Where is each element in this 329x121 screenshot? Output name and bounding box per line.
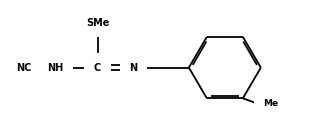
Text: N: N (129, 63, 138, 73)
Text: C: C (94, 63, 101, 73)
Text: SMe: SMe (86, 18, 109, 28)
Text: Me: Me (263, 98, 278, 108)
Text: NH: NH (47, 63, 63, 73)
Text: NC: NC (16, 63, 32, 73)
